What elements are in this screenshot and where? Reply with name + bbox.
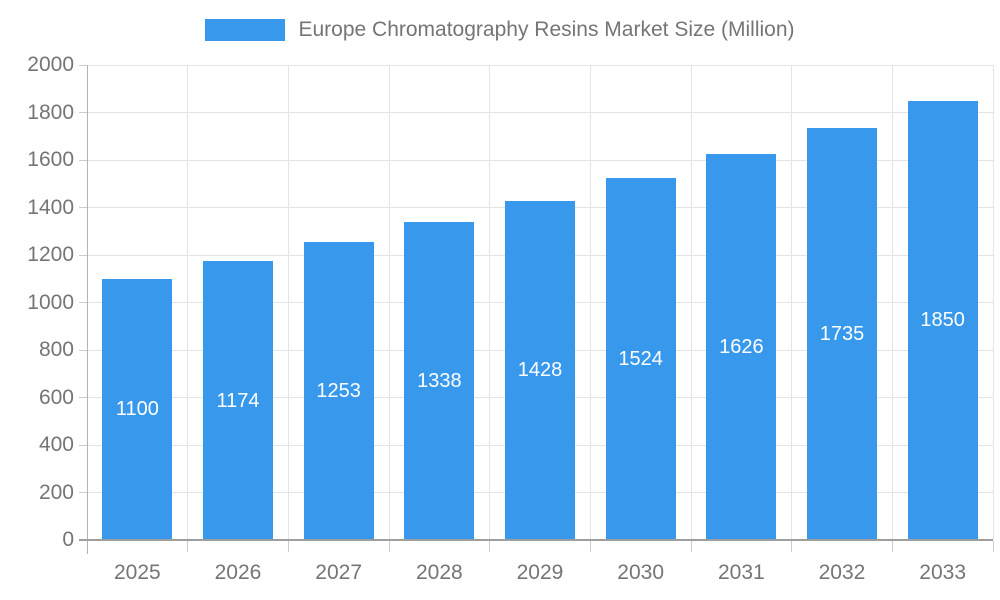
gridline-h [87, 112, 993, 113]
y-axis-line [86, 65, 88, 554]
x-tick [891, 541, 893, 552]
y-axis-label: 2000 [27, 53, 74, 76]
gridline-v [589, 65, 591, 540]
x-tick [791, 541, 793, 552]
x-tick [388, 541, 390, 552]
x-axis-label: 2032 [818, 561, 866, 584]
bar-value-label: 1428 [517, 359, 563, 382]
bar[interactable]: 1100 [102, 278, 173, 540]
x-axis-line [79, 539, 993, 541]
x-tick [187, 541, 189, 552]
x-axis-label: 2025 [113, 561, 161, 584]
y-axis-label: 1000 [27, 290, 74, 314]
bar-value-label: 1850 [920, 309, 965, 332]
y-axis-label: 800 [38, 338, 74, 361]
gridline-v [388, 65, 390, 540]
bar[interactable]: 1428 [505, 200, 575, 540]
bar-value-label: 1524 [618, 348, 663, 371]
bar[interactable]: 1626 [706, 153, 777, 540]
y-axis-label: 1800 [27, 100, 74, 124]
plot-area: 0 200 400 600 800 1000 1200 1400 1600 1800 2000 110… [27, 54, 994, 584]
x-axis-label: 2033 [919, 561, 967, 584]
gridline-h [87, 159, 993, 161]
gridline-v [690, 65, 692, 540]
y-tick [79, 444, 87, 446]
x-tick [992, 541, 994, 552]
y-axis-label: 600 [38, 385, 74, 409]
x-tick [589, 541, 591, 552]
gridline-v [891, 65, 893, 540]
bar[interactable]: 1735 [807, 127, 877, 540]
legend-label: Europe Chromatography Resins Market Size… [298, 18, 795, 41]
y-axis-label: 200 [38, 480, 74, 504]
y-tick [79, 207, 87, 208]
bar-value-label: 1626 [719, 335, 764, 358]
bar-value-label: 1338 [417, 370, 462, 393]
y-axis-label: 1400 [27, 195, 74, 219]
x-tick [489, 541, 491, 552]
x-axis-label: 2030 [617, 561, 665, 584]
gridline-v [489, 65, 491, 540]
bar[interactable]: 1338 [404, 222, 475, 540]
gridline-h [87, 64, 993, 66]
bar[interactable]: 1253 [303, 242, 374, 540]
y-tick [79, 302, 87, 303]
y-axis-label: 1200 [27, 243, 74, 266]
x-axis-label: 2028 [415, 561, 463, 584]
x-axis-label: 2026 [214, 561, 262, 584]
x-axis-label: 2031 [717, 561, 765, 584]
y-tick [79, 492, 87, 493]
bar[interactable]: 1850 [907, 100, 978, 540]
bar-value-label: 1174 [216, 389, 260, 412]
bar-value-label: 1735 [819, 322, 865, 345]
gridline-v [992, 65, 994, 540]
bar-value-label: 1253 [316, 380, 361, 403]
y-tick [79, 64, 87, 66]
x-axis-label: 2029 [516, 561, 564, 584]
bar-value-label: 1100 [115, 398, 159, 421]
x-tick [287, 541, 289, 552]
x-tick [690, 541, 692, 552]
y-axis-label: 400 [38, 433, 74, 456]
y-axis-label: 1600 [27, 148, 74, 171]
y-axis-label: 0 [62, 528, 74, 551]
gridline-v [187, 65, 189, 540]
y-tick [79, 349, 87, 351]
y-tick [79, 159, 87, 161]
legend-swatch [205, 19, 286, 41]
bar[interactable]: 1524 [605, 178, 676, 540]
gridline-v [287, 65, 289, 540]
legend[interactable]: Europe Chromatography Resins Market Size… [0, 16, 1000, 44]
bar[interactable]: 1174 [203, 261, 273, 540]
x-axis-label: 2027 [315, 561, 363, 584]
y-tick [79, 397, 87, 398]
y-tick [79, 254, 87, 256]
y-tick [79, 112, 87, 113]
gridline-v [791, 65, 793, 540]
